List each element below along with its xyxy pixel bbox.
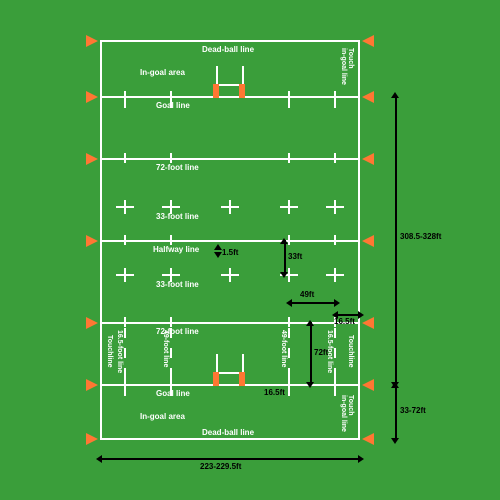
goal-line-top (100, 96, 360, 98)
lbl-goal-top: Goal line (156, 101, 190, 110)
lbl-165-l: 16.5-foot line (116, 330, 123, 373)
dim-15: 1.5ft (222, 248, 238, 257)
dim-ingoal-line (395, 384, 397, 440)
flag-icon (86, 317, 98, 329)
halfway-line (100, 240, 360, 242)
flag-icon (86, 35, 98, 47)
lbl-33-top: 33-foot line (156, 212, 199, 221)
lbl-33-bot: 33-foot line (156, 280, 199, 289)
lbl-goal-bot: Goal line (156, 389, 190, 398)
dim-165: 16.5ft (334, 317, 355, 326)
lbl-49-r: 49-foot line (280, 330, 287, 367)
flag-icon (86, 235, 98, 247)
72ft-line-top (100, 158, 360, 160)
lbl-72-top: 72-foot line (156, 163, 199, 172)
lbl-touchline-l: Touchline (106, 335, 113, 368)
lbl-deadball-top: Dead-ball line (202, 45, 254, 54)
rugby-field: Dead-ball line In-goal area Goal line 72… (100, 40, 360, 440)
lbl-49-l: 49-foot line (162, 330, 169, 367)
flag-icon (362, 235, 374, 247)
flag-icon (362, 153, 374, 165)
dim-height: 308.5-328ft (400, 232, 441, 241)
lbl-touch-bot: Touchin-goal line (340, 395, 354, 432)
dim-165b: 16.5ft (264, 388, 285, 397)
flag-icon (86, 153, 98, 165)
dim-ingoal: 33-72ft (400, 406, 426, 415)
lbl-halfway: Halfway line (153, 245, 199, 254)
lbl-touch-top: Touchin-goal line (340, 48, 354, 85)
dim-72: 72ft (314, 348, 328, 357)
dim-49: 49ft (300, 290, 314, 299)
lbl-touchline-r: Touchline (347, 335, 354, 368)
flag-icon (362, 91, 374, 103)
dim-width: 223-229.5ft (200, 462, 241, 471)
flag-icon (86, 433, 98, 445)
dim-33: 33ft (288, 252, 302, 261)
flag-icon (362, 379, 374, 391)
flag-icon (86, 379, 98, 391)
dim-width-line (100, 458, 360, 460)
dim-height-line (395, 96, 397, 384)
flag-icon (86, 91, 98, 103)
lbl-deadball-bot: Dead-ball line (202, 428, 254, 437)
deadball-line-bot (100, 438, 360, 440)
lbl-ingoal-bot: In-goal area (140, 412, 185, 421)
deadball-line-top (100, 40, 360, 42)
goal-line-bot (100, 384, 360, 386)
flag-icon (362, 35, 374, 47)
lbl-ingoal-top: In-goal area (140, 68, 185, 77)
72ft-line-bot (100, 322, 360, 324)
flag-icon (362, 433, 374, 445)
